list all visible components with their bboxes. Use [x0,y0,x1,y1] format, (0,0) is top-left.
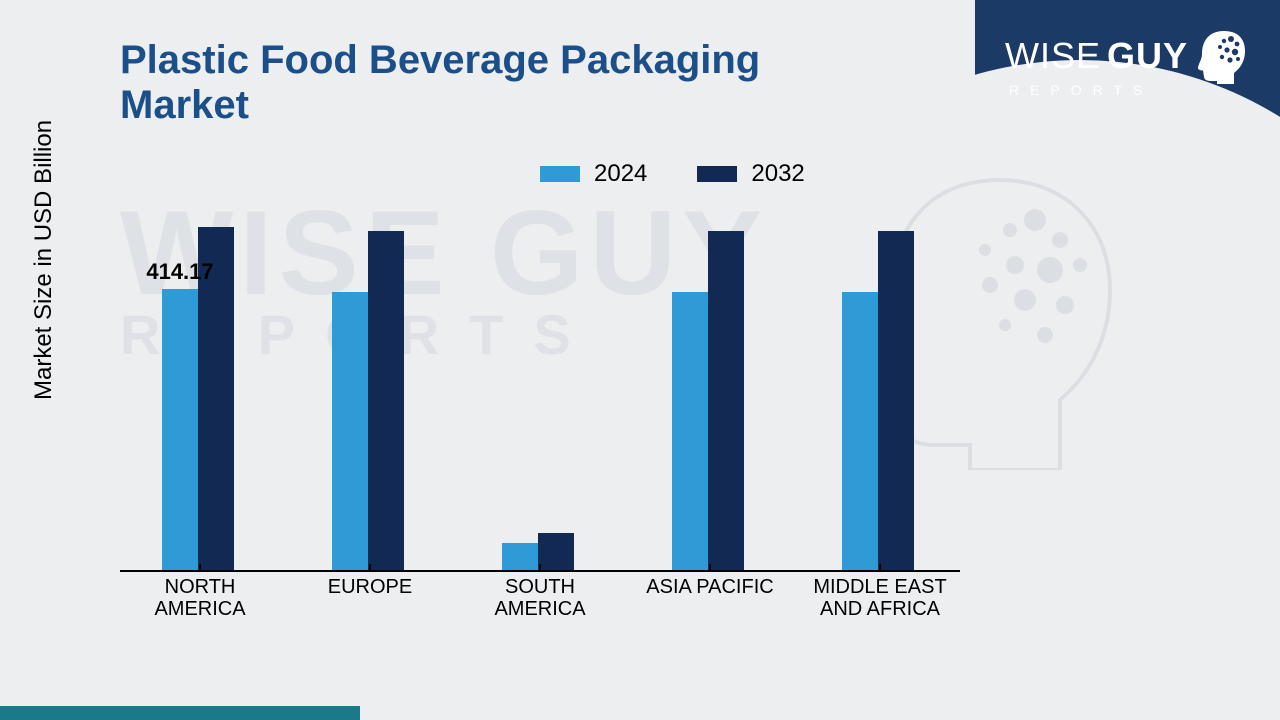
legend: 2024 2032 [540,160,840,188]
bar [368,231,404,570]
logo-word-guy: GUY [1107,35,1188,77]
logo-head-icon [1194,28,1250,84]
plot-area: 414.17 [120,190,960,572]
bar [672,292,708,570]
chart-title: Plastic Food Beverage Packaging Market [120,38,880,128]
bar [162,289,198,570]
axis-tick [879,564,881,572]
category-label: SOUTH AMERICA [470,576,610,621]
logo-subtext: REPORTS [1005,82,1250,98]
bar [332,292,368,570]
category-label: NORTH AMERICA [130,576,270,621]
bar [878,231,914,570]
legend-swatch-2032 [697,166,737,182]
axis-tick [709,564,711,572]
chart-canvas: WISE GUY REPORTS Plastic Food Beverage P… [0,0,1280,720]
bar [538,533,574,570]
legend-label-2032: 2032 [751,160,804,188]
logo-main-row: WISE GUY [1005,28,1250,84]
brand-logo: WISE GUY REPORTS [1005,28,1250,98]
legend-item-2032: 2032 [697,160,804,188]
axis-tick [199,564,201,572]
bar [708,231,744,570]
bar-data-label: 414.17 [130,259,230,285]
x-axis: NORTH AMERICA EUROPE SOUTH AMERICA ASIA PAC… [120,570,960,710]
category-label: EUROPE [300,576,440,598]
bar [502,543,538,570]
legend-item-2024: 2024 [540,160,647,188]
category-label: MIDDLE EAST AND AFRICA [810,576,950,621]
bar [842,292,878,570]
axis-tick [539,564,541,572]
bottom-accent-strip [0,706,360,720]
logo-word-wise: WISE [1005,35,1101,77]
axis-tick [369,564,371,572]
legend-label-2024: 2024 [594,160,647,188]
legend-swatch-2024 [540,166,580,182]
category-label: ASIA PACIFIC [640,576,780,598]
y-axis-label: Market Size in USD Billion [30,120,58,400]
